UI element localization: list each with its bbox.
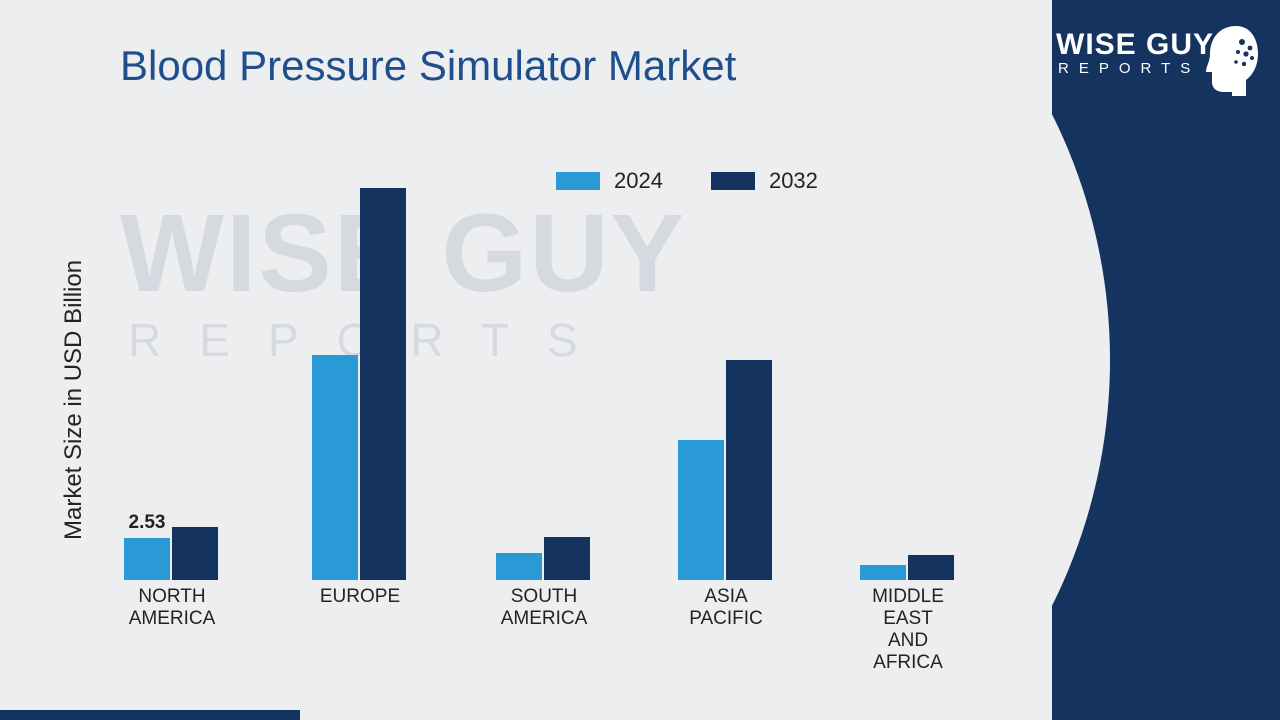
y-axis-label: Market Size in USD Billion	[60, 260, 88, 540]
bar-2032	[172, 527, 218, 580]
category-label: NORTHAMERICA	[102, 586, 242, 630]
bottom-accent-bar	[0, 710, 300, 720]
bar-2032	[544, 537, 590, 580]
bar-value-label: 2.53	[129, 512, 166, 534]
bar-2032	[726, 360, 772, 580]
bar-2024: 2.53	[124, 538, 170, 580]
bar-2024	[496, 553, 542, 580]
bar-2032	[908, 555, 954, 580]
chart-canvas: WISE GUY REPORTS WISE GUY REPORTS Blood …	[0, 0, 1280, 720]
bar-2024	[860, 565, 906, 580]
category-label: SOUTHAMERICA	[474, 586, 614, 630]
category-label: ASIAPACIFIC	[656, 586, 796, 630]
chart-title: Blood Pressure Simulator Market	[120, 42, 736, 90]
plot-area: 2.53NORTHAMERICAEUROPESOUTHAMERICAASIAPA…	[96, 180, 956, 580]
category-label: EUROPE	[290, 586, 430, 608]
bar-2032	[360, 188, 406, 580]
brand-head-icon	[1202, 24, 1262, 96]
bar-2024	[312, 355, 358, 580]
bar-2024	[678, 440, 724, 580]
brand-logo: WISE GUY REPORTS	[1056, 28, 1256, 77]
category-label: MIDDLEEASTANDAFRICA	[838, 586, 978, 673]
